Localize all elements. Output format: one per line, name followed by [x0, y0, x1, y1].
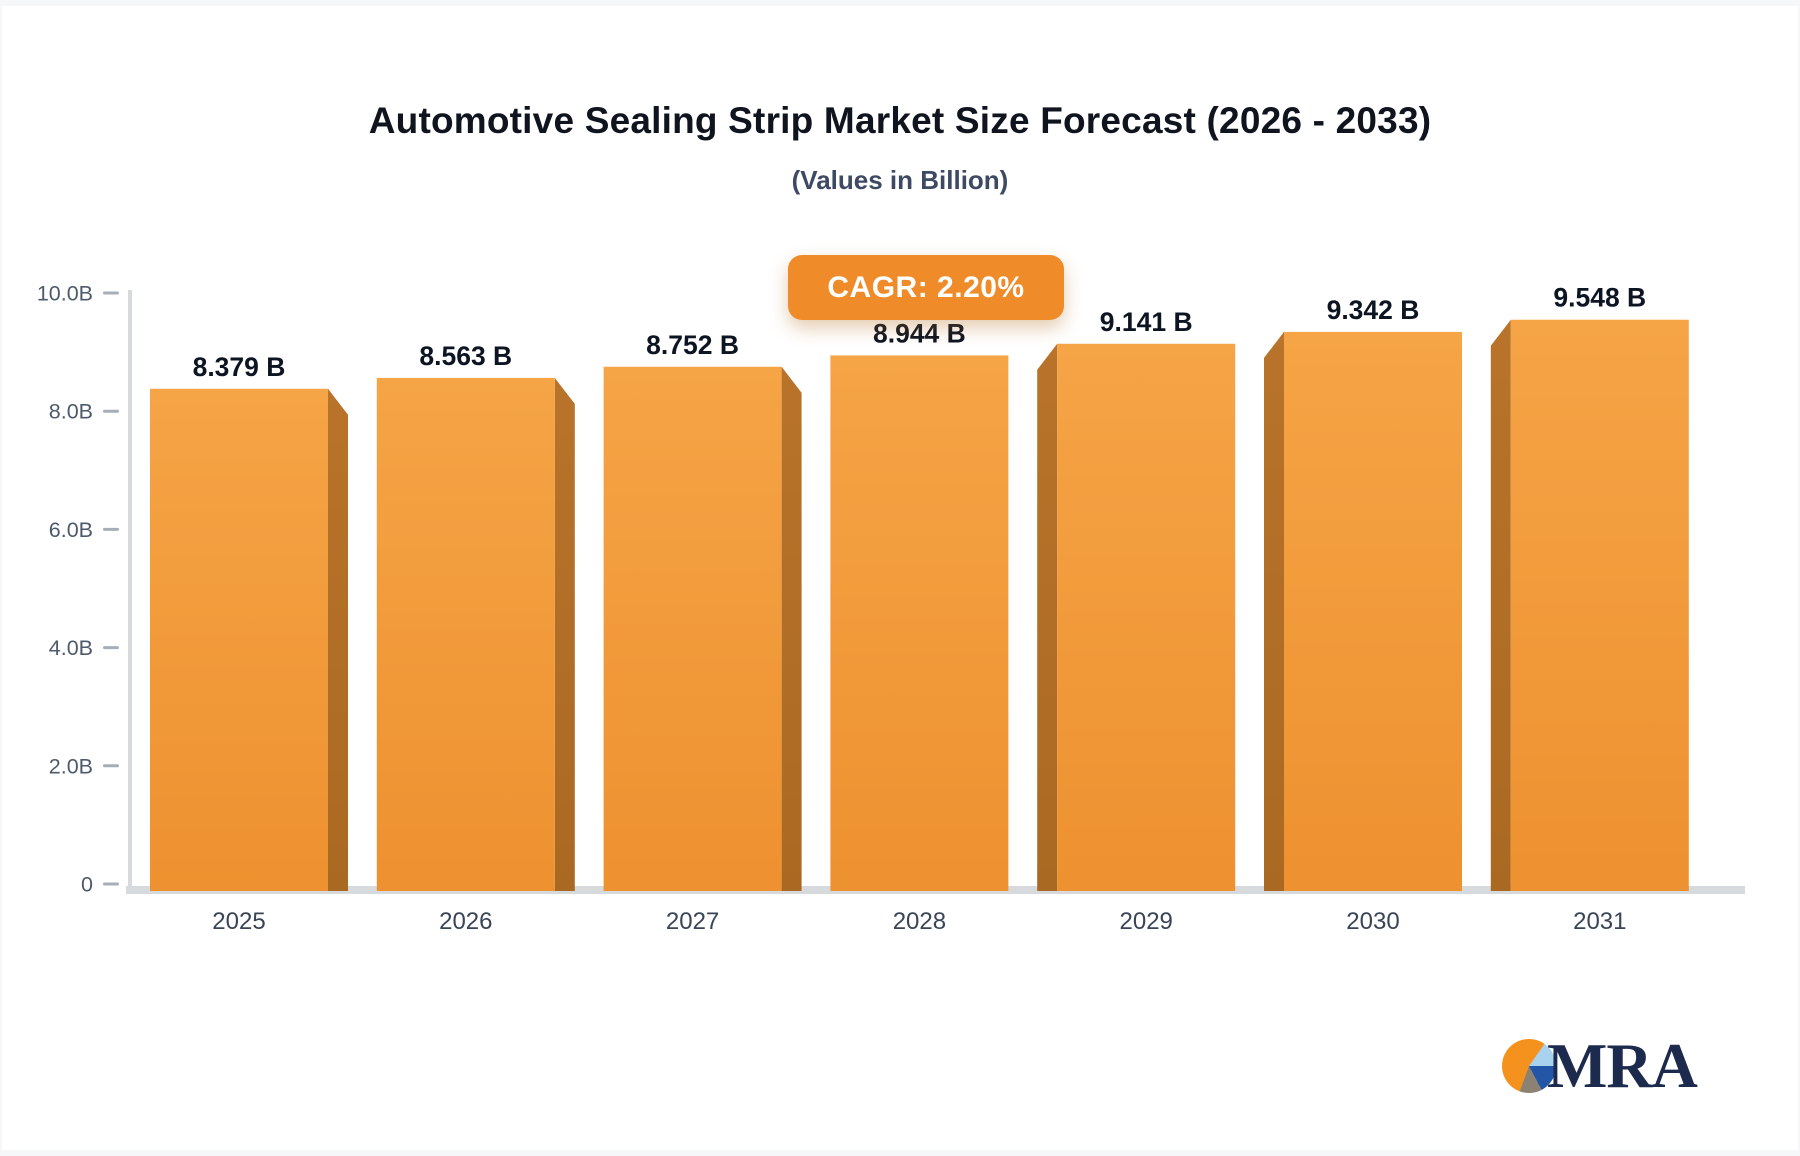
bar-group-2026: 8.563 B 2026	[376, 341, 575, 935]
x-label-2026: 2026	[439, 908, 492, 935]
bottom-edge-strip	[0, 1150, 1800, 1156]
y-axis-line	[128, 290, 132, 892]
x-label-2030: 2030	[1346, 908, 1399, 935]
bar-side-2026	[554, 377, 575, 891]
page-subtitle: (Values in Billion)	[791, 165, 1009, 195]
bar-2030	[1284, 331, 1462, 891]
x-label-2029: 2029	[1120, 908, 1173, 935]
bar-side-2025	[328, 388, 348, 891]
bar-group-2029: 9.141 B 2029	[1037, 307, 1236, 935]
value-label-2026: 8.563 B	[419, 341, 512, 371]
value-label-2025: 8.379 B	[193, 352, 286, 382]
y-tick-label-8.0B: 8.0B	[49, 400, 93, 424]
x-label-2031: 2031	[1573, 908, 1626, 935]
y-tick-4.0B	[103, 646, 119, 650]
bar-group-2031: 9.548 B 2031	[1490, 283, 1689, 935]
bar-group-2027: 8.752 B 2027	[603, 330, 802, 935]
y-tick-0	[103, 882, 119, 886]
x-label-2027: 2027	[666, 908, 719, 935]
y-tick-label-6.0B: 6.0B	[49, 518, 93, 542]
value-label-2028: 8.944 B	[873, 318, 966, 348]
left-edge-strip	[0, 0, 2, 1156]
cagr-badge: CAGR: 2.20%	[788, 255, 1064, 320]
bar-2029	[1057, 343, 1236, 891]
bar-side-2030	[1264, 331, 1284, 891]
bar-group-2025: 8.379 B 2025	[150, 352, 348, 935]
y-tick-6.0B	[103, 527, 119, 531]
value-label-2027: 8.752 B	[646, 330, 739, 360]
y-tick-8.0B	[103, 409, 119, 413]
bar-2028	[830, 355, 1009, 891]
y-tick-label-2.0B: 2.0B	[49, 754, 93, 778]
bar-2025	[150, 388, 328, 891]
pie-chart-logo-icon	[1502, 1039, 1556, 1093]
value-label-2030: 9.342 B	[1327, 295, 1420, 325]
bar-group-2028: 8.944 B 2028	[830, 318, 1009, 935]
value-label-2029: 9.141 B	[1100, 307, 1193, 337]
bar-side-2031	[1490, 319, 1511, 891]
bar-group-2030: 9.342 B 2030	[1264, 295, 1462, 935]
bar-2031	[1510, 319, 1689, 891]
y-tick-label-4.0B: 4.0B	[49, 636, 93, 660]
x-label-2025: 2025	[212, 908, 265, 935]
bar-2026	[376, 377, 555, 891]
y-tick-label-0: 0	[81, 873, 93, 897]
mra-logo: MRA	[1502, 1030, 1698, 1101]
bar-2027	[603, 366, 782, 891]
logo-text: MRA	[1547, 1030, 1698, 1101]
y-tick-label-10.0B: 10.0B	[37, 282, 93, 306]
top-edge-strip	[0, 0, 1800, 6]
value-label-2031: 9.548 B	[1553, 283, 1646, 313]
page-title: Automotive Sealing Strip Market Size For…	[368, 100, 1432, 141]
y-tick-2.0B	[103, 764, 119, 768]
cagr-badge-label: CAGR: 2.20%	[827, 270, 1025, 304]
bar-side-2029	[1037, 343, 1058, 891]
y-tick-10.0B	[103, 291, 119, 295]
x-label-2028: 2028	[893, 908, 946, 935]
right-edge-strip	[1798, 0, 1800, 1156]
bar-side-2027	[781, 366, 802, 891]
